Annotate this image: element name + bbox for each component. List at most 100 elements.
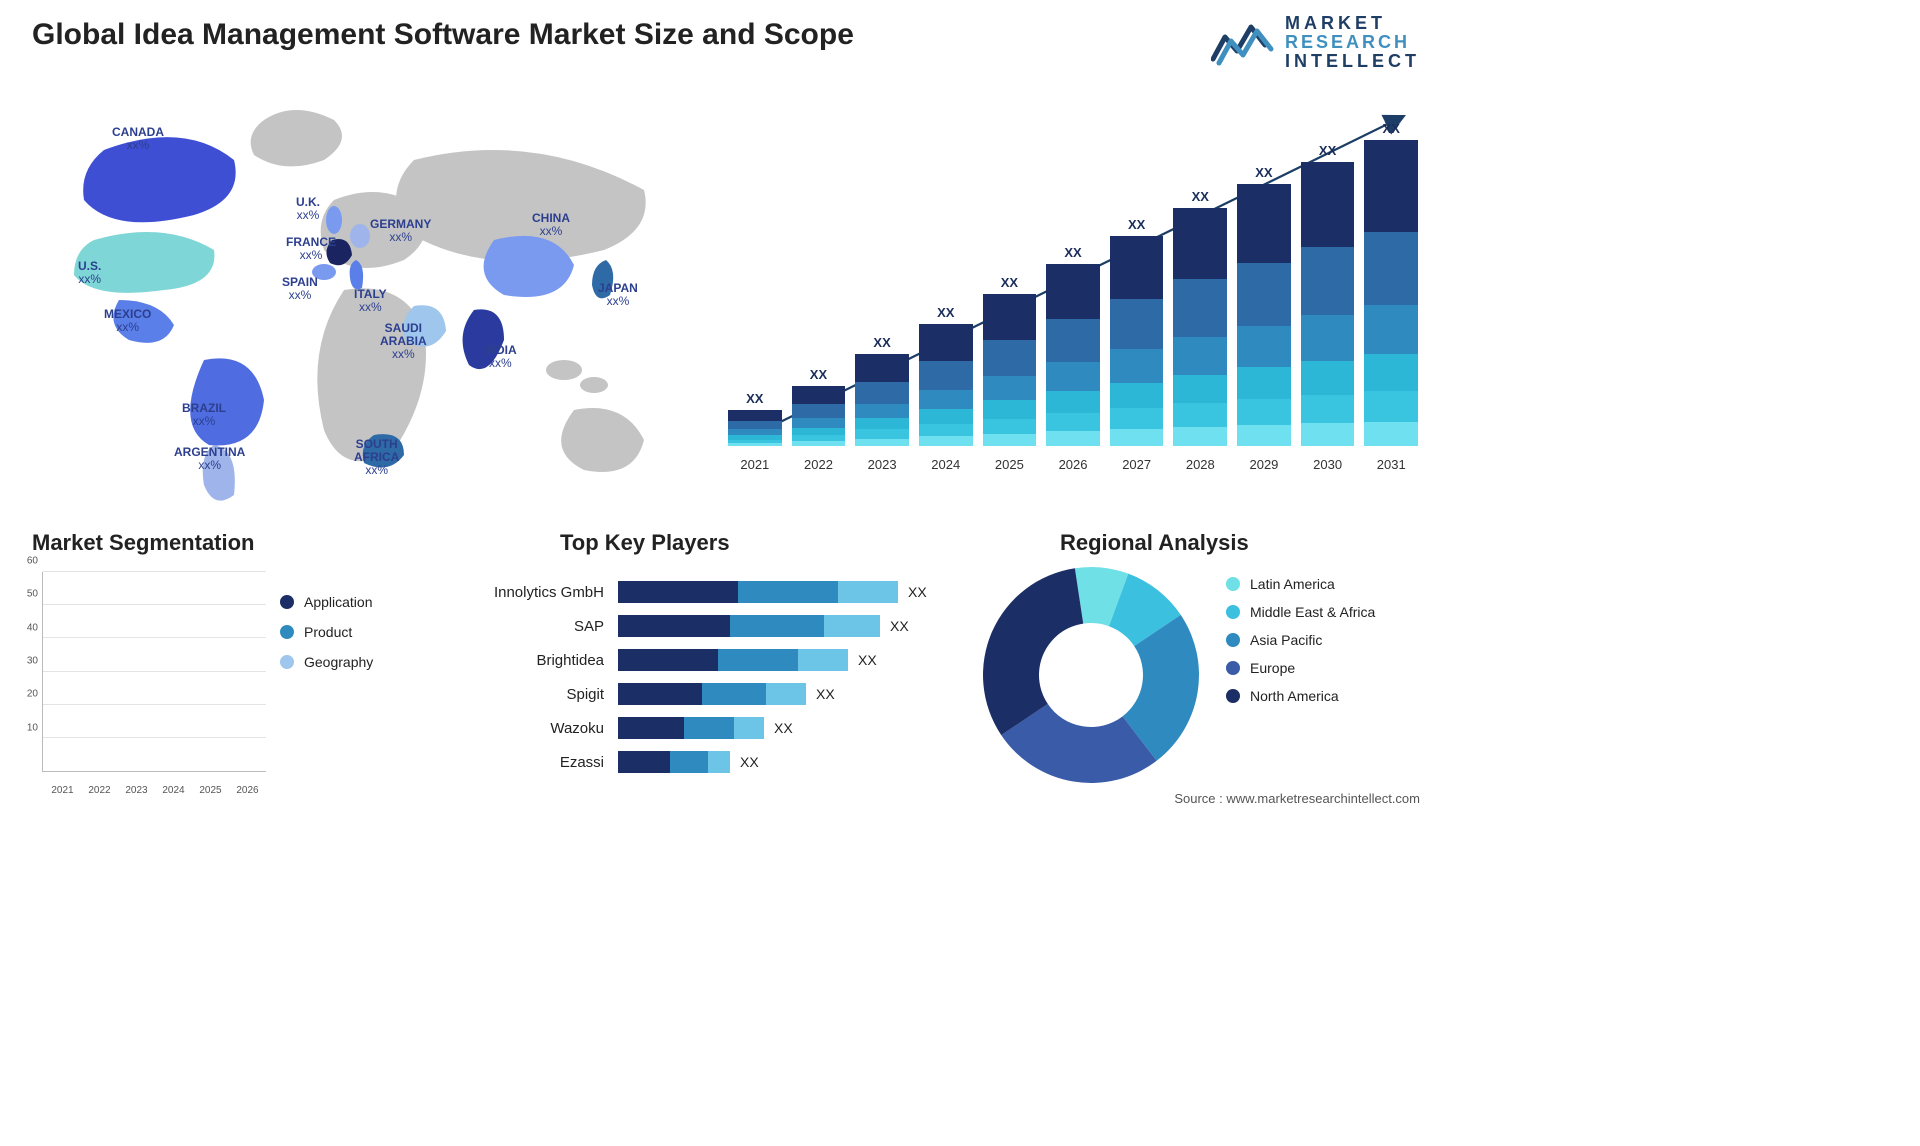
key-player-value: XX: [774, 720, 793, 736]
x-axis-label: 2025: [983, 457, 1037, 472]
legend-item: Geography: [280, 654, 373, 670]
map-country-label: SOUTHAFRICAxx%: [354, 438, 399, 478]
regional-donut: [976, 560, 1206, 790]
key-player-value: XX: [858, 652, 877, 668]
forecast-bar: XX: [983, 275, 1037, 446]
key-player-row: BrightideaXX: [468, 644, 958, 676]
key-player-value: XX: [908, 584, 927, 600]
legend-swatch-icon: [280, 595, 294, 609]
key-player-value: XX: [816, 686, 835, 702]
key-player-bar: [618, 615, 880, 637]
key-player-name: Innolytics GmbH: [468, 584, 618, 601]
map-country-label: BRAZILxx%: [182, 402, 226, 428]
legend-label: Application: [304, 594, 373, 610]
legend-swatch-icon: [280, 655, 294, 669]
forecast-bar: XX: [1301, 143, 1355, 446]
key-player-name: Spigit: [468, 686, 618, 703]
x-axis-label: 2024: [159, 785, 188, 796]
x-axis-label: 2029: [1237, 457, 1291, 472]
bar-value-label: XX: [1192, 189, 1209, 204]
map-country-label: MEXICOxx%: [104, 308, 151, 334]
legend-item: North America: [1226, 688, 1375, 704]
map-country-label: CANADAxx%: [112, 126, 164, 152]
legend-item: Middle East & Africa: [1226, 604, 1375, 620]
key-player-bar: [618, 717, 764, 739]
page-title: Global Idea Management Software Market S…: [32, 18, 854, 52]
x-axis-label: 2030: [1301, 457, 1355, 472]
bar-value-label: XX: [1255, 165, 1272, 180]
legend-label: Asia Pacific: [1250, 632, 1322, 648]
key-player-bar: [618, 683, 806, 705]
key-player-value: XX: [740, 754, 759, 770]
map-country-label: CHINAxx%: [532, 212, 570, 238]
forecast-bar: XX: [1046, 245, 1100, 446]
regional-title: Regional Analysis: [1060, 530, 1249, 556]
forecast-bar: XX: [1237, 165, 1291, 446]
bar-value-label: XX: [873, 335, 890, 350]
logo-text-2: RESEARCH: [1285, 33, 1420, 52]
map-country-label: SPAINxx%: [282, 276, 318, 302]
bar-value-label: XX: [1319, 143, 1336, 158]
y-axis-label: 20: [16, 689, 38, 700]
legend-item: Asia Pacific: [1226, 632, 1375, 648]
key-player-name: Ezassi: [468, 754, 618, 771]
map-country-label: FRANCExx%: [286, 236, 336, 262]
keyplayers-title: Top Key Players: [560, 530, 730, 556]
x-axis-label: 2023: [855, 457, 909, 472]
bar-value-label: XX: [746, 391, 763, 406]
y-axis-label: 30: [16, 656, 38, 667]
legend-label: North America: [1250, 688, 1339, 704]
x-axis-label: 2031: [1364, 457, 1418, 472]
key-player-bar: [618, 751, 730, 773]
bar-value-label: XX: [810, 367, 827, 382]
x-axis-label: 2023: [122, 785, 151, 796]
x-axis-label: 2022: [85, 785, 114, 796]
legend-swatch-icon: [1226, 689, 1240, 703]
segmentation-legend: Application Product Geography: [280, 594, 373, 684]
map-country-label: ITALYxx%: [354, 288, 387, 314]
key-players-chart: Innolytics GmbHXXSAPXXBrightideaXXSpigit…: [468, 576, 958, 780]
x-axis-label: 2021: [728, 457, 782, 472]
logo-text-1: MARKET: [1285, 14, 1420, 33]
legend-swatch-icon: [1226, 605, 1240, 619]
source-text: Source : www.marketresearchintellect.com: [1174, 791, 1420, 806]
legend-swatch-icon: [1226, 577, 1240, 591]
map-country-label: SAUDIARABIAxx%: [380, 322, 427, 362]
legend-label: Latin America: [1250, 576, 1335, 592]
y-axis-label: 40: [16, 622, 38, 633]
x-axis-label: 2024: [919, 457, 973, 472]
bar-value-label: XX: [1383, 121, 1400, 136]
forecast-chart: XX XX XX XX XX XX XX XX XX XX XX 2021 2022 2023 2024 2…: [728, 92, 1418, 472]
x-axis-label: 2022: [792, 457, 846, 472]
donut-slice: [983, 568, 1083, 735]
forecast-bar: XX: [1364, 121, 1418, 446]
legend-item: Application: [280, 594, 373, 610]
bar-value-label: XX: [1001, 275, 1018, 290]
forecast-bar: XX: [1110, 217, 1164, 446]
legend-label: Geography: [304, 654, 373, 670]
forecast-bar: XX: [728, 391, 782, 446]
brand-logo: MARKET RESEARCH INTELLECT: [1211, 14, 1420, 71]
x-axis-label: 2026: [233, 785, 262, 796]
segmentation-chart: 202120222023202420252026 102030405060: [16, 566, 266, 796]
legend-label: Product: [304, 624, 352, 640]
map-country-label: JAPANxx%: [598, 282, 638, 308]
key-player-name: Wazoku: [468, 720, 618, 737]
world-map: CANADAxx%U.S.xx%MEXICOxx%BRAZILxx%ARGENT…: [34, 90, 674, 510]
key-player-bar: [618, 581, 898, 603]
key-player-row: SAPXX: [468, 610, 958, 642]
bar-value-label: XX: [1128, 217, 1145, 232]
regional-legend: Latin America Middle East & Africa Asia Pa…: [1226, 576, 1375, 716]
y-axis-label: 10: [16, 722, 38, 733]
legend-label: Middle East & Africa: [1250, 604, 1375, 620]
legend-item: Europe: [1226, 660, 1375, 676]
bar-value-label: XX: [937, 305, 954, 320]
legend-swatch-icon: [1226, 633, 1240, 647]
x-axis-label: 2021: [48, 785, 77, 796]
key-player-name: SAP: [468, 618, 618, 635]
x-axis-label: 2026: [1046, 457, 1100, 472]
key-player-row: Wazoku XX: [468, 712, 958, 744]
x-axis-label: 2025: [196, 785, 225, 796]
logo-mark-icon: [1211, 17, 1275, 67]
map-country-label: INDIAxx%: [484, 344, 517, 370]
